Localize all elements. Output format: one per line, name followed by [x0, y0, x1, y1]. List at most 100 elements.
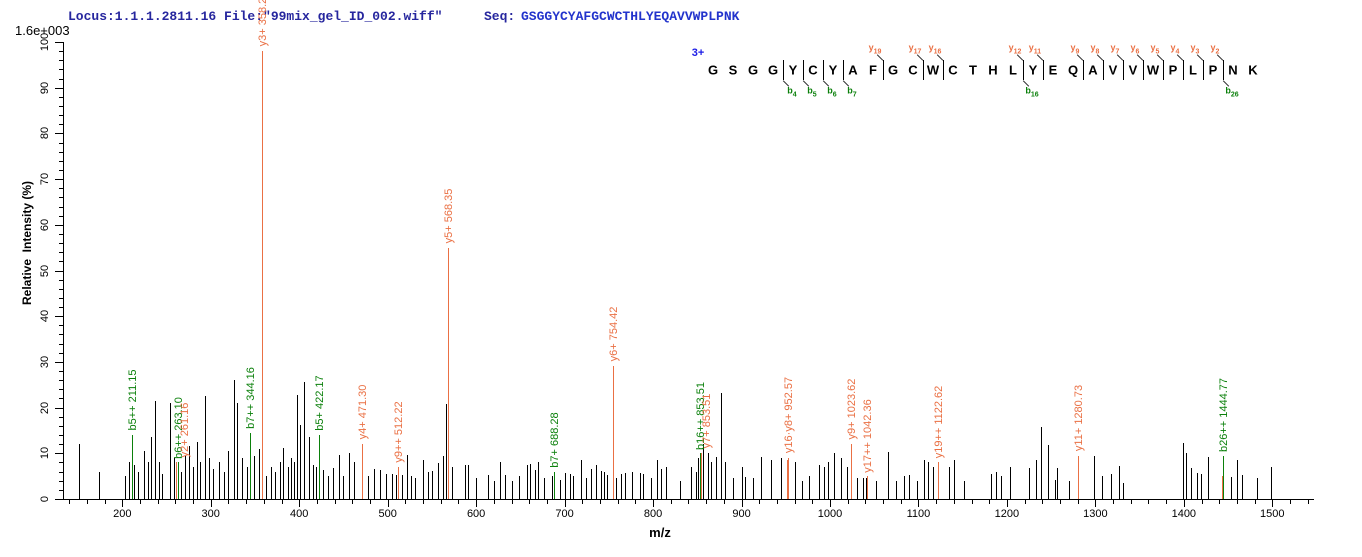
x-tick-label: 700 [555, 508, 574, 520]
peak-bar [291, 457, 292, 499]
residue-letter: C [808, 62, 818, 78]
x-tick [830, 500, 831, 507]
peak-bar [247, 467, 248, 499]
peak-bar [591, 468, 592, 499]
residue-letter: K [1248, 62, 1258, 78]
peak-bar [1223, 455, 1224, 499]
peak-bar [795, 462, 796, 499]
y-tick [55, 87, 63, 89]
x-tick [1078, 500, 1079, 504]
peak-label: y11+ 1280.73 [1073, 384, 1085, 452]
peak-bar [613, 366, 614, 499]
peak-bar [448, 247, 449, 499]
peak-bar [828, 462, 829, 499]
peak-bar [1119, 466, 1120, 499]
peak-bar [896, 480, 897, 499]
y-tick-label: 60 [39, 218, 51, 231]
x-tick-label: 1200 [994, 508, 1020, 520]
y-ion-label: y9 [1070, 42, 1080, 56]
y-tick [58, 380, 63, 382]
x-tick-label: 1500 [1260, 508, 1285, 520]
y-tick [58, 307, 63, 309]
y-tick-label: 30 [39, 355, 51, 369]
peak-bar [159, 462, 160, 499]
peak-bar [181, 471, 182, 499]
residue-letter: A [1088, 62, 1098, 78]
peak-bar [1242, 475, 1243, 499]
peak-bar [339, 455, 340, 499]
cleavage-divider [883, 60, 884, 80]
y-tick [58, 169, 63, 171]
y-tick [58, 51, 63, 53]
residue-letter: E [1048, 62, 1058, 78]
residue-letter: A [848, 62, 858, 78]
peak-label: y4+ 471.30 [357, 384, 369, 440]
peak-bar [761, 456, 762, 499]
peak-bar [867, 476, 868, 499]
peak-bar [841, 457, 842, 499]
residue-letter: G [707, 62, 719, 78]
peak-bar [586, 478, 587, 499]
peak-bar [1186, 453, 1187, 499]
x-tick [565, 500, 566, 507]
peak-bar [938, 462, 939, 499]
peak-bar [275, 471, 276, 499]
peak-bar [280, 462, 281, 499]
peak-bar [193, 467, 194, 499]
x-tick [529, 500, 530, 504]
x-tick-label: 200 [113, 508, 132, 520]
residue-letter: V [1108, 62, 1118, 78]
peak-bar [544, 478, 545, 499]
peak-bar [570, 473, 571, 499]
cleavage-divider [1143, 60, 1144, 80]
peak-bar [213, 469, 214, 499]
y-tick [58, 124, 63, 126]
x-tick [795, 500, 796, 504]
peak-bar [1001, 476, 1002, 499]
y-tick [55, 179, 63, 181]
x-tick [211, 500, 212, 507]
peak-bar [368, 476, 369, 499]
peak-bar [402, 474, 403, 499]
x-tick [865, 500, 866, 504]
x-tick-label: 400 [290, 508, 309, 520]
x-tick [352, 500, 353, 504]
x-tick [246, 500, 247, 504]
peak-bar [354, 462, 355, 499]
y-ion-label: y3 [1190, 42, 1200, 56]
peak-bar [1029, 468, 1030, 499]
peak-bar [134, 464, 135, 499]
y-tick [55, 224, 63, 226]
cleavage-divider [843, 60, 844, 80]
y-tick [58, 352, 63, 354]
x-tick [635, 500, 636, 504]
residue-letter: H [988, 62, 998, 78]
b-ion-label: b4 [787, 85, 797, 99]
peak-label: y9+ 1023.62 [846, 378, 858, 440]
peak-bar [219, 462, 220, 499]
x-tick [512, 500, 513, 504]
y-tick [55, 499, 63, 500]
peak-bar [851, 444, 852, 499]
peak-bar [538, 462, 539, 499]
x-tick [158, 500, 159, 504]
x-tick [671, 500, 672, 504]
peak-bar [494, 480, 495, 499]
b-ion-label: b5 [807, 85, 817, 99]
y-ion-label: y5 [1150, 42, 1160, 56]
peak-bar [237, 403, 238, 499]
residue-letter: G [767, 62, 779, 78]
peak-bar [189, 446, 190, 499]
residue-letter: W [926, 62, 940, 78]
cleavage-divider [823, 60, 824, 80]
y-tick [58, 188, 63, 190]
residue-letter: Y [828, 62, 838, 78]
peak-bar [415, 478, 416, 499]
peak-label: y17++ 1042.36 [862, 399, 874, 473]
peak-bar [565, 472, 566, 499]
peak-bar [362, 444, 363, 499]
y-tick [58, 151, 63, 153]
peak-bar [144, 451, 145, 499]
peak-bar [1271, 466, 1272, 499]
